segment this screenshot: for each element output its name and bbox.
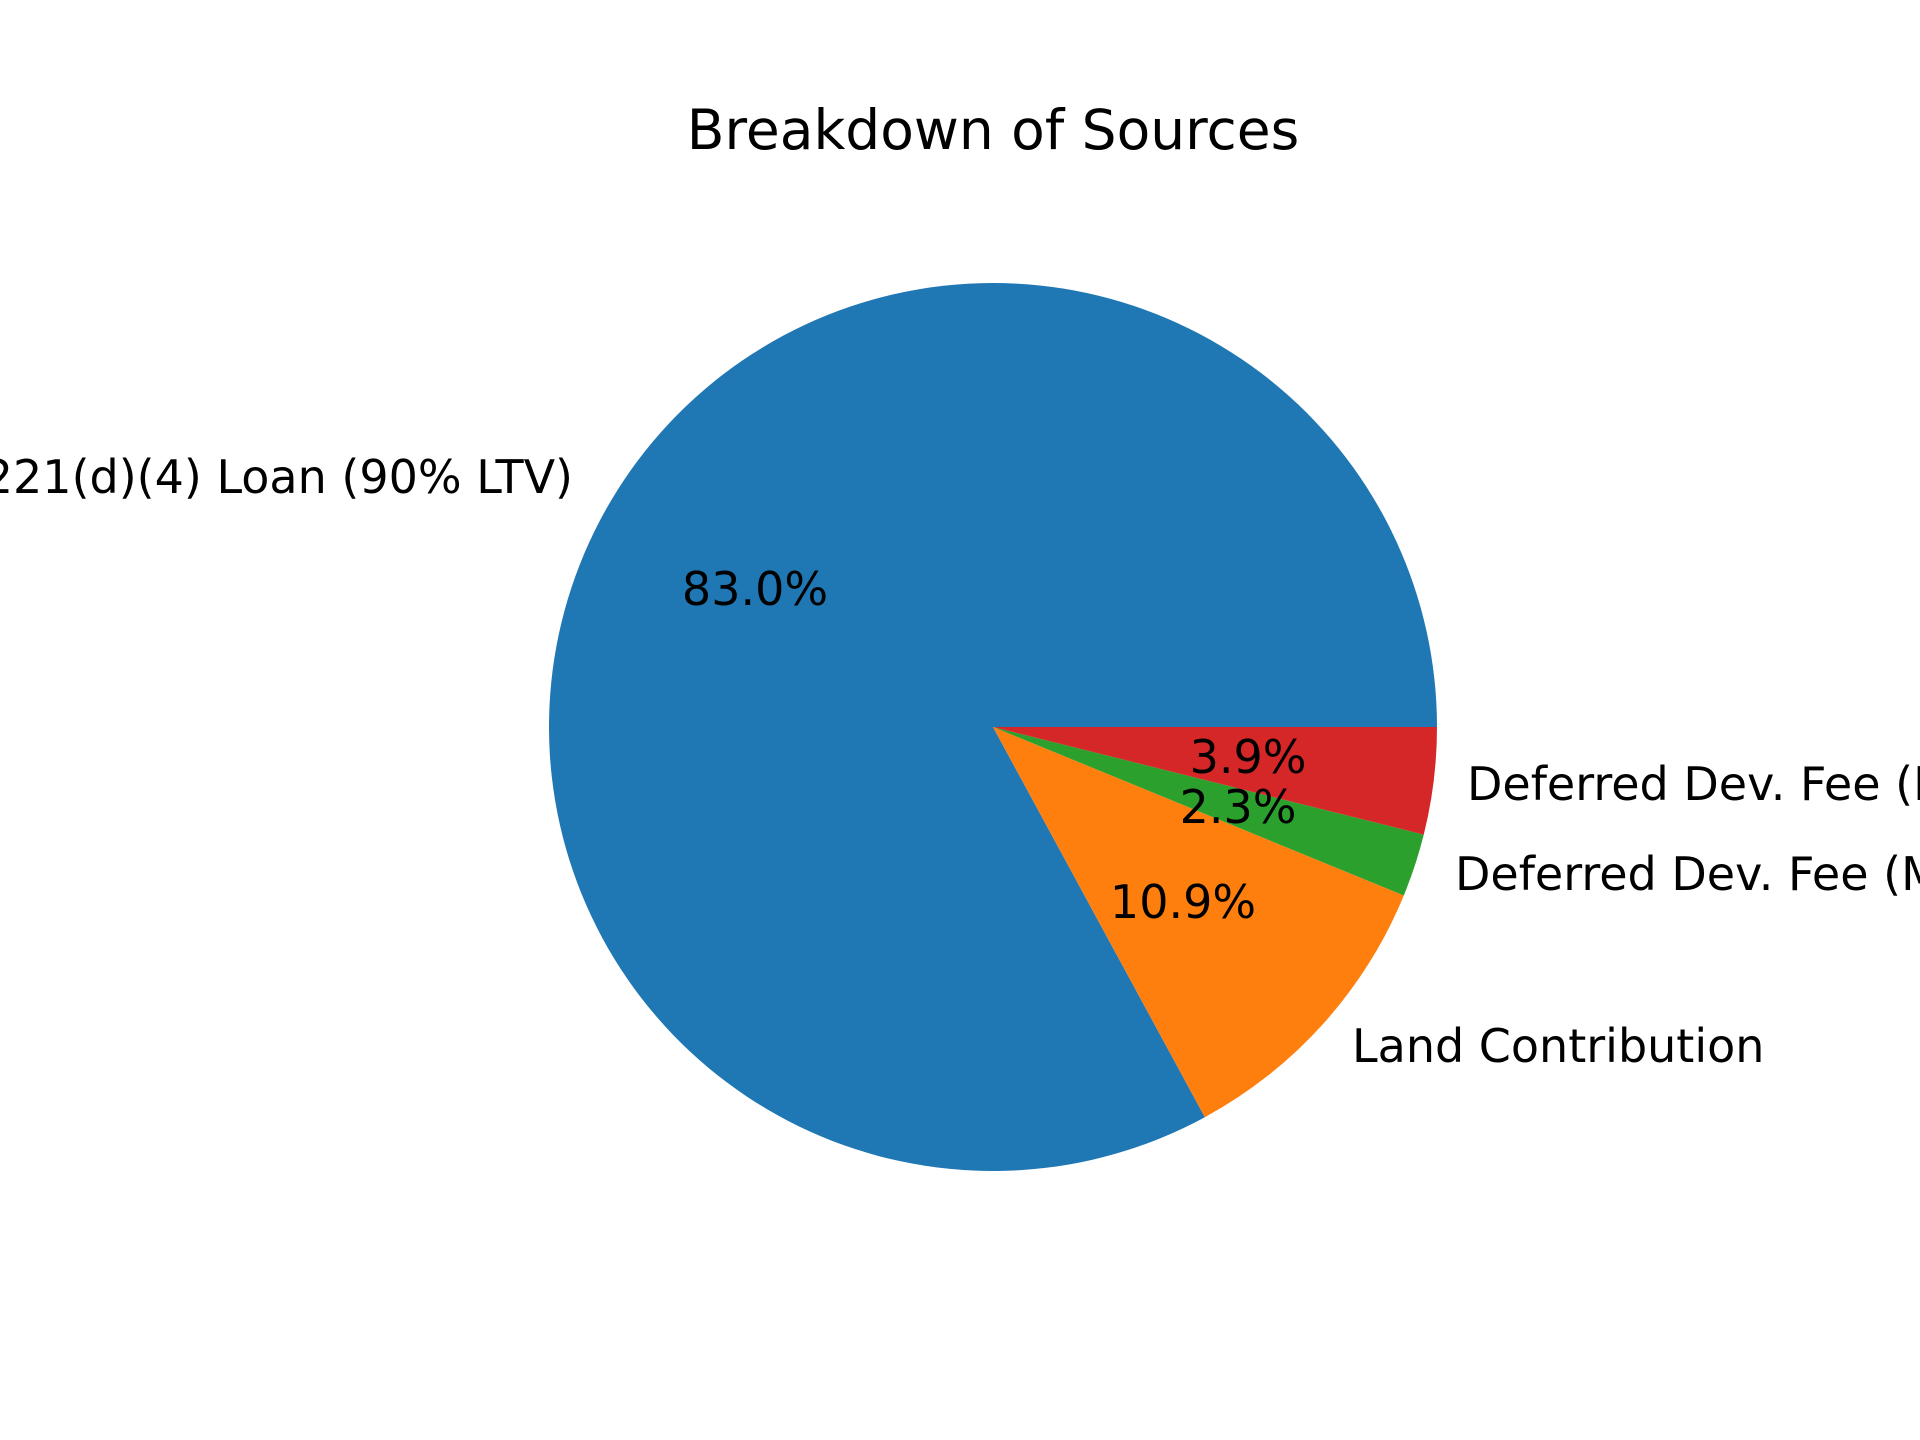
slice-label-deferred-fee-mhdc: Deferred Dev. Fee (MH bbox=[1455, 847, 1920, 901]
pct-label-land-contribution: 10.9% bbox=[1109, 875, 1257, 929]
pct-label-hud-loan: 83.0% bbox=[681, 562, 829, 616]
slice-label-land-contribution: Land Contribution bbox=[1352, 1019, 1765, 1073]
pie-slice-0 bbox=[549, 283, 1437, 1172]
slice-label-hud-loan: D 221(d)(4) Loan (90% LTV) bbox=[0, 450, 573, 504]
pct-label-deferred-fee-non-mhdc: 3.9% bbox=[1189, 730, 1307, 784]
pie-slice-2 bbox=[993, 727, 1424, 896]
pie-slice-3 bbox=[993, 727, 1437, 835]
pct-label-deferred-fee-mhdc: 2.3% bbox=[1179, 780, 1297, 834]
pie-slice-1 bbox=[993, 727, 1404, 1118]
chart-title: Breakdown of Sources bbox=[686, 98, 1300, 162]
slice-label-deferred-fee-non-mhdc: Deferred Dev. Fee (No bbox=[1467, 757, 1920, 811]
